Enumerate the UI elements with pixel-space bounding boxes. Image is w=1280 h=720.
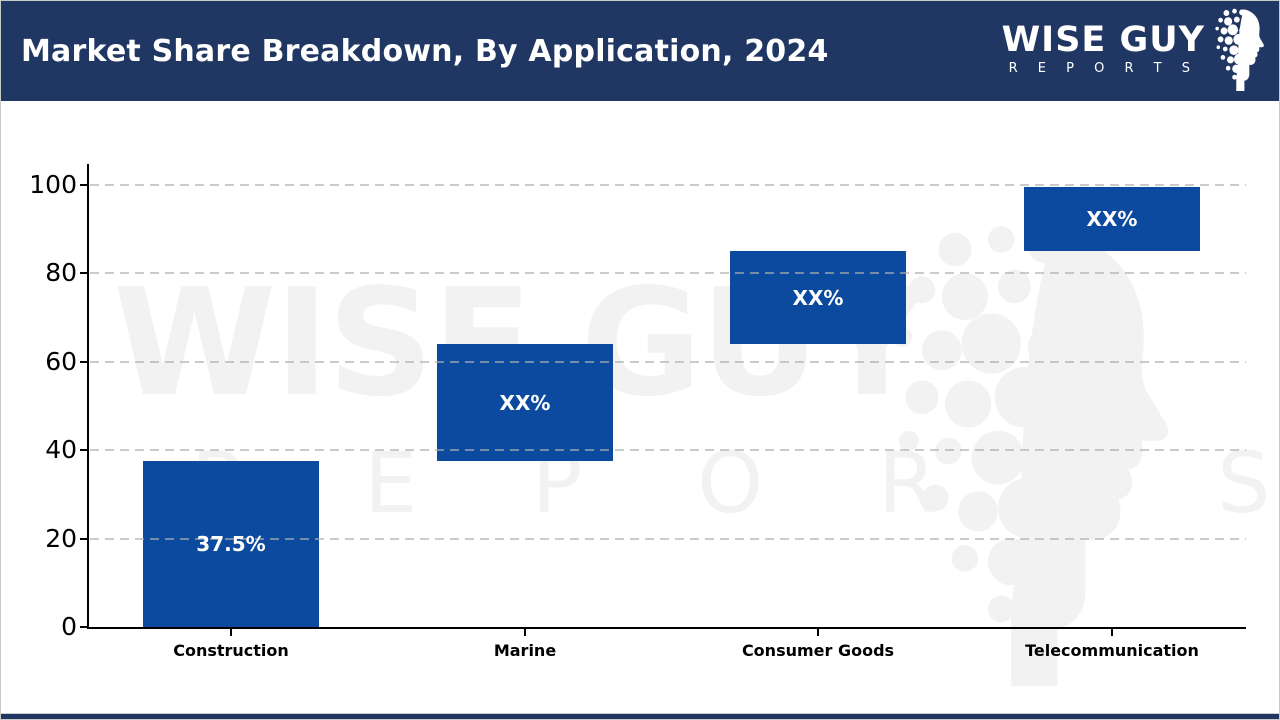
gridline-y20 <box>90 537 1246 540</box>
y-tick-mark <box>80 537 89 540</box>
bar-marine <box>437 344 613 462</box>
y-tick-label: 20 <box>45 523 77 553</box>
y-tick-mark <box>80 360 89 363</box>
logo-wordmark: WISE GUY <box>1001 19 1205 60</box>
gridline-y100 <box>90 184 1246 186</box>
x-tick-mark <box>230 629 232 636</box>
x-category-label: Consumer Goods <box>741 641 895 660</box>
gridline-y40 <box>90 449 1246 452</box>
bar-telecommunication <box>1024 187 1200 252</box>
logo-subtitle: R E P O R T S <box>1008 61 1198 77</box>
y-tick-label: 100 <box>29 170 77 199</box>
page-title: Market Share Breakdown, By Application, … <box>21 33 829 69</box>
y-axis-line <box>87 164 89 629</box>
x-category-label: Construction <box>173 641 289 660</box>
y-tick-label: 0 <box>61 612 77 641</box>
gridline-y60 <box>90 360 1246 363</box>
header-bar: Market Share Breakdown, By Application, … <box>1 1 1279 101</box>
x-category-label: Marine <box>493 641 557 660</box>
y-tick-mark <box>80 626 89 628</box>
gridline-y80 <box>90 272 1246 275</box>
x-axis-line <box>87 627 1246 629</box>
y-tick-label: 40 <box>45 435 77 465</box>
bar-value-label: 37.5% <box>196 532 266 557</box>
dotted-head-icon <box>1215 8 1264 91</box>
x-category-label: Telecommunication <box>1025 641 1199 660</box>
x-tick-mark <box>1111 629 1113 636</box>
bar-value-label: XX% <box>499 390 551 415</box>
y-tick-mark <box>80 272 89 275</box>
bar-consumer-goods <box>730 251 906 345</box>
y-tick-label: 60 <box>45 346 77 376</box>
y-tick-label: 80 <box>45 258 77 288</box>
logo-text: WISE GUY R E P O R T S <box>1001 19 1205 77</box>
bar-construction <box>143 461 319 627</box>
footer-bar <box>1 713 1279 719</box>
x-tick-mark <box>524 629 526 636</box>
y-tick-mark <box>80 184 89 186</box>
bar-value-label: XX% <box>1086 207 1138 232</box>
x-tick-mark <box>817 629 819 636</box>
y-tick-mark <box>80 449 89 452</box>
bar-value-label: XX% <box>792 285 844 310</box>
wise-guy-reports-logo: WISE GUY R E P O R T S <box>1002 7 1267 91</box>
